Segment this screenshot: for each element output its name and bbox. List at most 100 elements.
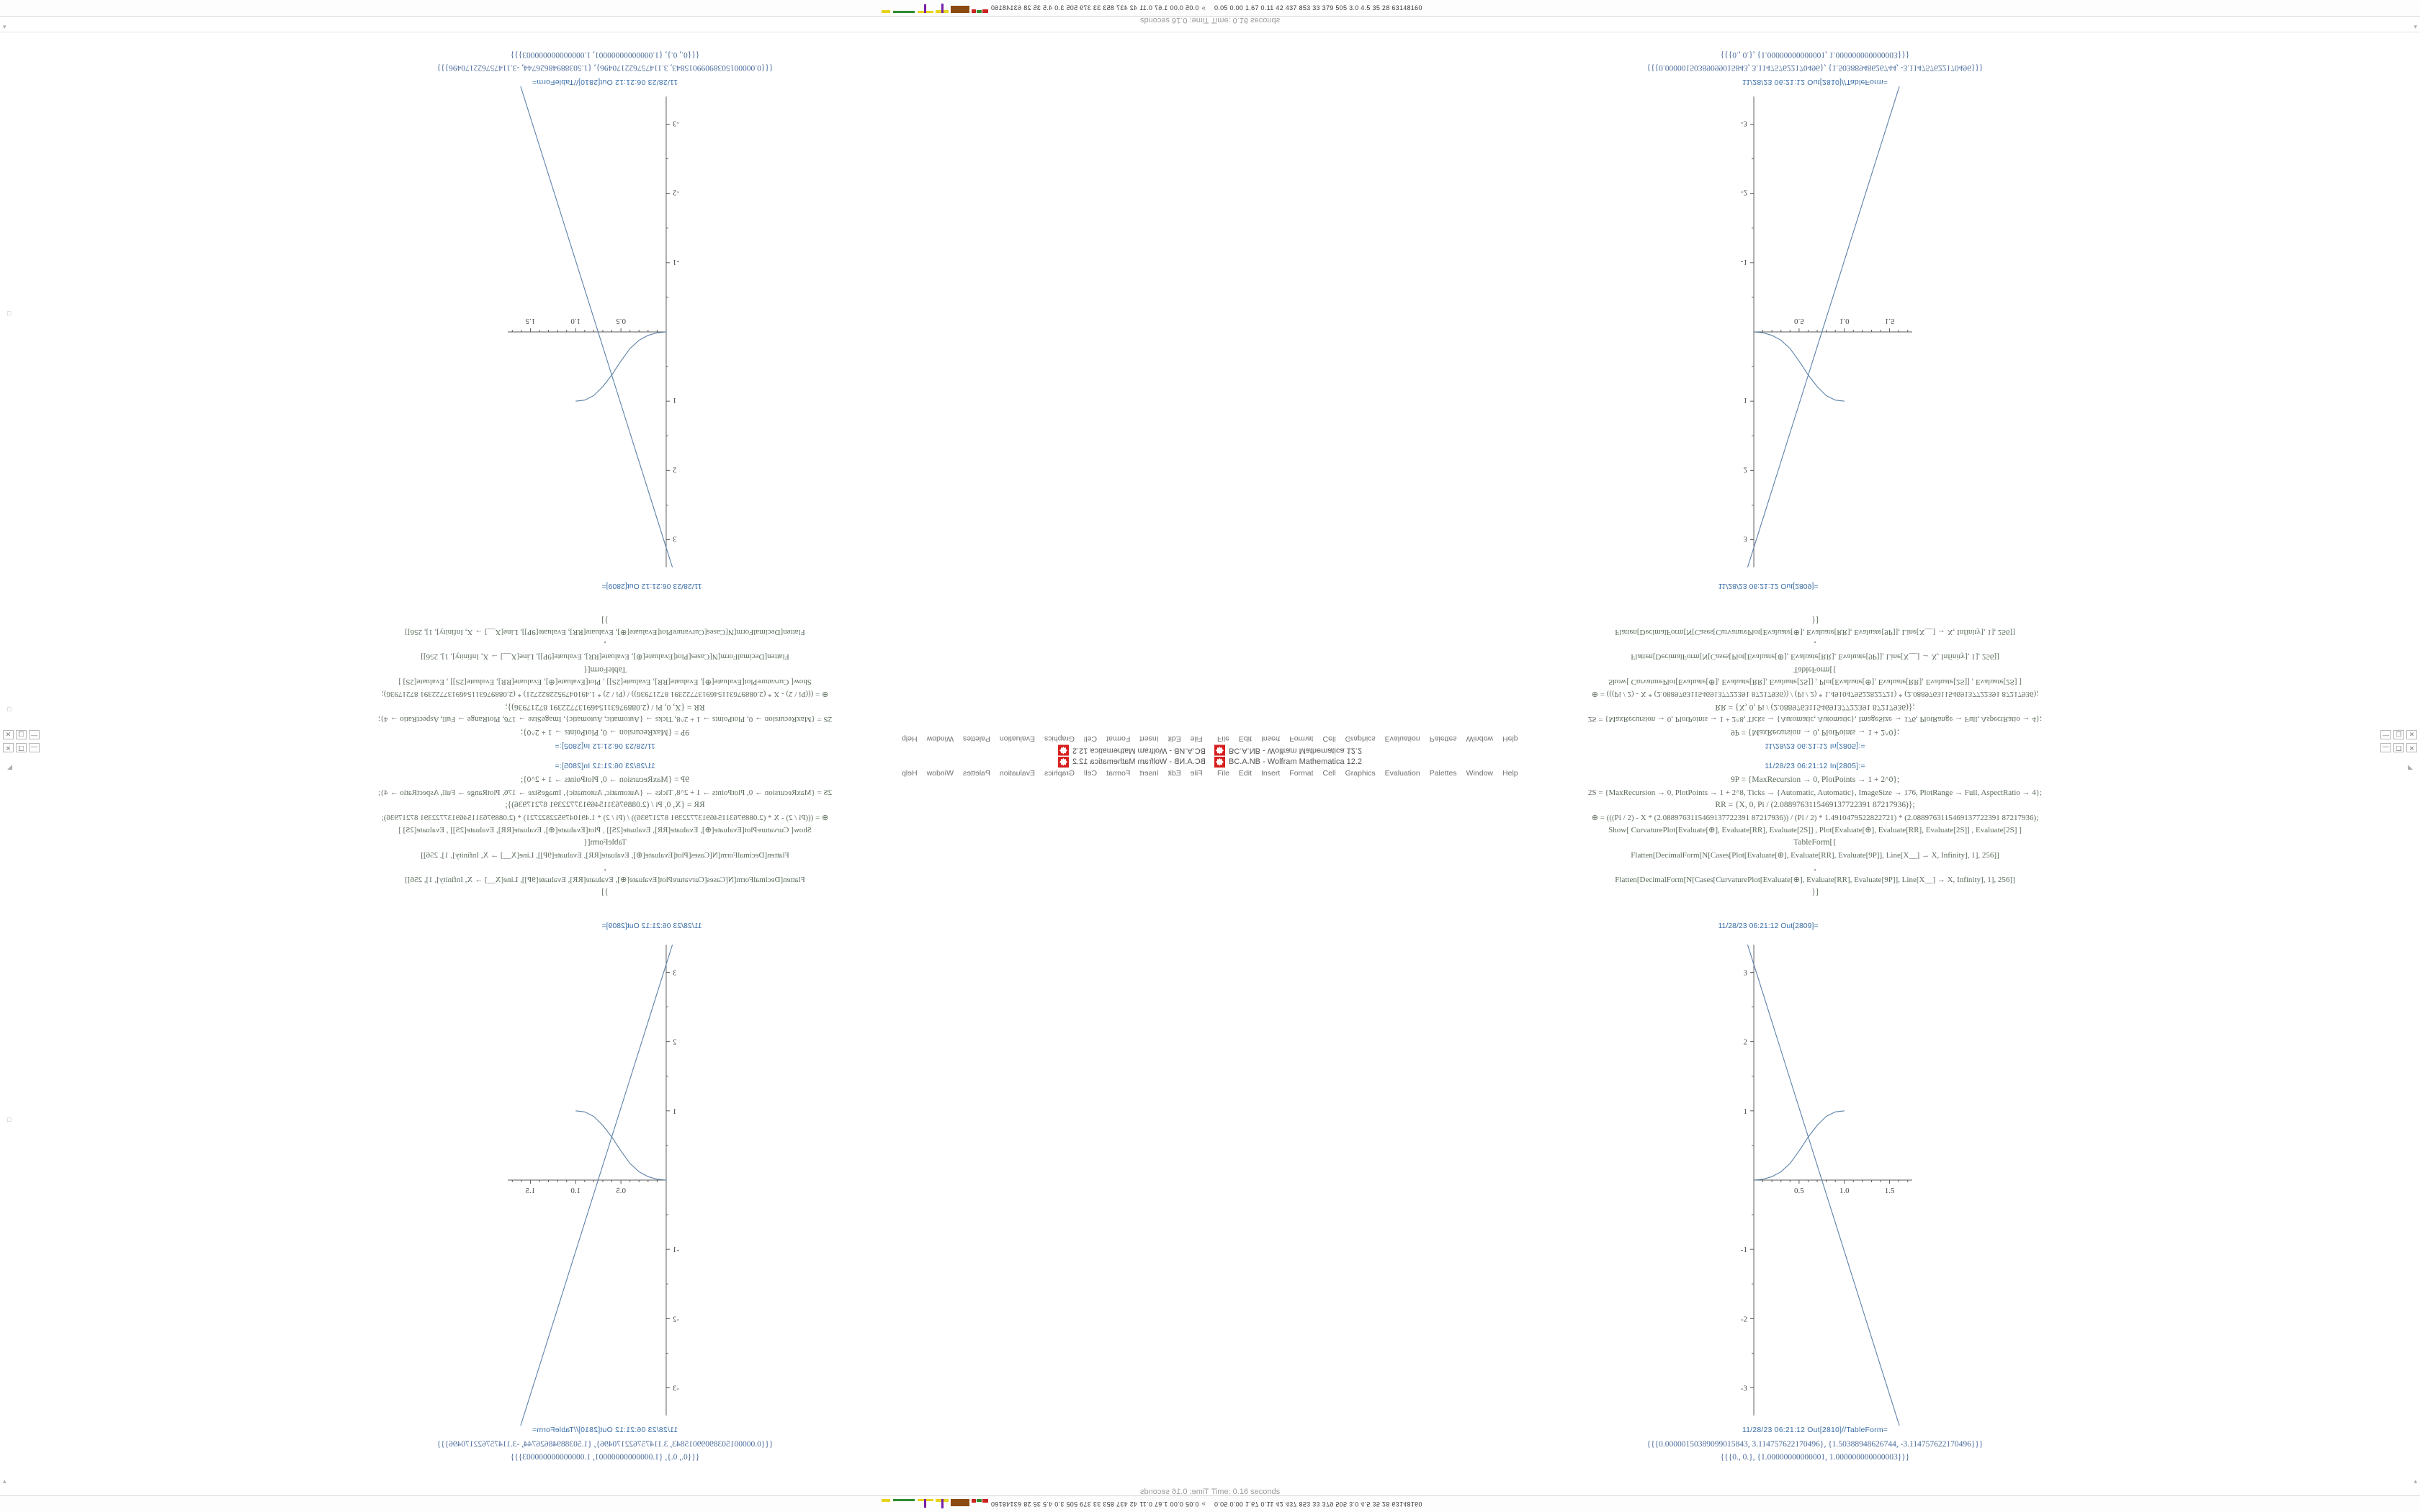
menu-item-edit[interactable]: Edit xyxy=(1168,734,1182,744)
code-line[interactable]: , xyxy=(604,640,606,649)
code-line[interactable]: , xyxy=(1814,863,1816,872)
notebook-quadrant-top-left[interactable]: 11/28/23 06:21:12 In[2805]:= 9P = {MaxRe… xyxy=(0,16,1210,756)
menu-item-graphics[interactable]: Graphics xyxy=(1044,768,1075,778)
code-line[interactable]: , xyxy=(604,863,606,872)
wolfram-spike-icon[interactable] xyxy=(1214,744,1225,756)
menu-item-evaluation[interactable]: Evaluation xyxy=(1000,768,1036,778)
code-line[interactable]: TableForm[{ xyxy=(583,665,627,675)
menubar-left[interactable]: File Edit Insert Format Cell Graphics Evaluati… xyxy=(895,768,1210,778)
code-line[interactable]: RR = {X, 0, Pi / (2.08897631154691377223… xyxy=(1715,800,1915,809)
menu-item-file[interactable]: File xyxy=(1217,734,1229,744)
menu-item-file[interactable]: File xyxy=(1191,734,1203,744)
notebook-quadrant-bottom-left[interactable]: 11/28/23 06:21:12 In[2805]:= 9P = {MaxRe… xyxy=(0,756,1210,1496)
code-line[interactable]: 2S = {MaxRecursion → 0, PlotPoints → 1 +… xyxy=(1587,788,2043,797)
menu-item-palettes[interactable]: Palettes xyxy=(1429,768,1457,778)
menu-item-graphics[interactable]: Graphics xyxy=(1345,734,1376,744)
menu-item-insert[interactable]: Insert xyxy=(1139,768,1159,778)
menu-item-format[interactable]: Format xyxy=(1289,768,1314,778)
code-line[interactable]: 2S = {MaxRecursion → 0, PlotPoints → 1 +… xyxy=(1587,715,2043,724)
code-line[interactable]: }] xyxy=(1811,615,1819,624)
code-line[interactable]: Flatten[DecimalForm[N[Cases[CurvaturePlo… xyxy=(1615,627,2015,636)
menu-item-graphics[interactable]: Graphics xyxy=(1345,768,1376,778)
code-line[interactable]: 9P = {MaxRecursion → 0, PlotPoints → 1 +… xyxy=(1730,775,1900,784)
menu-item-window[interactable]: Window xyxy=(926,734,954,744)
menu-item-window[interactable]: Window xyxy=(1466,734,1494,744)
curvature-plot[interactable]: -3 -2 -1 1 2 3 0.5 1.0 1.5 xyxy=(501,84,803,580)
chevron-icon[interactable]: » xyxy=(1201,4,1206,12)
curvature-plot[interactable]: -3 -2 -1 1 2 3 0.5 1.0 1.5 xyxy=(1617,932,1919,1428)
code-line[interactable]: }] xyxy=(601,888,609,897)
notebook-quadrant-bottom-right[interactable]: 11/28/23 06:21:12 In[2805]:= 9P = {MaxRe… xyxy=(1210,756,2420,1496)
wolfram-spike-icon[interactable] xyxy=(1057,744,1069,756)
code-line[interactable]: Flatten[DecimalForm[N[Cases[Plot[Evaluat… xyxy=(1631,652,1999,662)
menu-item-help[interactable]: Help xyxy=(902,734,918,744)
code-line[interactable]: TableForm[{ xyxy=(1793,665,1837,675)
menubar-left-mirror[interactable]: File Edit Insert Format Cell Graphics Evaluati… xyxy=(895,734,1210,744)
code-line[interactable]: Flatten[DecimalForm[N[Cases[Plot[Evaluat… xyxy=(421,652,789,662)
menubar-right[interactable]: File Edit Insert Format Cell Graphics Evaluati… xyxy=(1210,768,1525,778)
menu-item-insert[interactable]: Insert xyxy=(1261,734,1281,744)
menu-item-cell[interactable]: Cell xyxy=(1322,768,1336,778)
center-menu-block[interactable]: File Edit Insert Format Cell Graphics Evaluati… xyxy=(0,726,2420,786)
code-line[interactable]: TableForm[{ xyxy=(583,837,627,847)
code-line[interactable]: , xyxy=(1814,640,1816,649)
wolfram-spike-icon[interactable] xyxy=(1214,756,1225,768)
code-line[interactable]: Show[ CurvaturePlot[Evaluate[⊕], Evaluat… xyxy=(1608,825,2022,834)
menu-item-window[interactable]: Window xyxy=(1466,768,1494,778)
menu-item-insert[interactable]: Insert xyxy=(1261,768,1281,778)
code-line[interactable]: Flatten[DecimalForm[N[Cases[CurvaturePlo… xyxy=(405,876,805,885)
menu-item-help[interactable]: Help xyxy=(1502,734,1518,744)
menu-item-format[interactable]: Format xyxy=(1289,734,1314,744)
menu-item-file[interactable]: File xyxy=(1217,768,1229,778)
menu-item-palettes[interactable]: Palettes xyxy=(1429,734,1457,744)
menu-item-help[interactable]: Help xyxy=(902,768,918,778)
menu-item-insert[interactable]: Insert xyxy=(1139,734,1159,744)
wolfram-spike-icon[interactable] xyxy=(1057,756,1069,768)
notebook-quadrant-top-right[interactable]: 11/28/23 06:21:12 In[2805]:= 9P = {MaxRe… xyxy=(1210,16,2420,756)
graphics-cell[interactable]: 11/28/23 06:21:12 Out[2809]= -3 -2 -1 1 2 3 0.… xyxy=(1617,84,1919,590)
menu-item-help[interactable]: Help xyxy=(1502,768,1518,778)
code-line[interactable]: Show[ CurvaturePlot[Evaluate[⊕], Evaluat… xyxy=(1608,678,2022,687)
menu-item-cell[interactable]: Cell xyxy=(1322,734,1336,744)
menu-item-evaluation[interactable]: Evaluation xyxy=(1384,768,1420,778)
menu-item-palettes[interactable]: Palettes xyxy=(963,768,991,778)
menu-item-cell[interactable]: Cell xyxy=(1084,734,1098,744)
code-line[interactable]: Show[ CurvaturePlot[Evaluate[⊕], Evaluat… xyxy=(398,825,812,834)
graphics-cell[interactable]: 11/28/23 06:21:12 Out[2809]= -3 -2 -1 1 2 3 0.… xyxy=(501,84,803,590)
menu-item-evaluation[interactable]: Evaluation xyxy=(1000,734,1036,744)
code-line[interactable]: Flatten[DecimalForm[N[Cases[Plot[Evaluat… xyxy=(1631,850,1999,860)
code-line[interactable]: Flatten[DecimalForm[N[Cases[CurvaturePlo… xyxy=(405,627,805,636)
code-line[interactable]: RR = {X, 0, Pi / (2.08897631154691377223… xyxy=(505,703,705,712)
menu-item-cell[interactable]: Cell xyxy=(1084,768,1098,778)
code-line[interactable]: ⊕ = (((Pi / 2) - X * (2.0889763115469137… xyxy=(381,813,829,822)
menu-item-palettes[interactable]: Palettes xyxy=(963,734,991,744)
code-line[interactable]: ⊕ = (((Pi / 2) - X * (2.0889763115469137… xyxy=(381,690,829,699)
graphics-cell[interactable]: 11/28/23 06:21:12 Out[2809]= -3 -2 -1 1 2 3 0.… xyxy=(501,922,803,1428)
graphics-cell[interactable]: 11/28/23 06:21:12 Out[2809]= -3 -2 -1 1 2 3 0.… xyxy=(1617,922,1919,1428)
code-line[interactable]: 2S = {MaxRecursion → 0, PlotPoints → 1 +… xyxy=(377,788,833,797)
code-line[interactable]: 2S = {MaxRecursion → 0, PlotPoints → 1 +… xyxy=(377,715,833,724)
menubar-row-mirrored[interactable]: File Edit Insert Format Cell Graphics Evaluati… xyxy=(0,734,2420,744)
curvature-plot[interactable]: -3 -2 -1 1 2 3 0.5 1.0 1.5 xyxy=(1617,84,1919,580)
code-line[interactable]: ⊕ = (((Pi / 2) - X * (2.0889763115469137… xyxy=(1591,690,2039,699)
menu-item-window[interactable]: Window xyxy=(926,768,954,778)
code-line[interactable]: }] xyxy=(1811,888,1819,897)
menubar-right-mirror[interactable]: File Edit Insert Format Cell Graphics Evaluati… xyxy=(1210,734,1525,744)
chevron-icon[interactable]: » xyxy=(1201,1500,1206,1508)
curvature-plot[interactable]: -3 -2 -1 1 2 3 0.5 1.0 1.5 xyxy=(501,932,803,1428)
menu-item-file[interactable]: File xyxy=(1191,768,1203,778)
menu-item-format[interactable]: Format xyxy=(1106,734,1131,744)
code-line[interactable]: }] xyxy=(601,615,609,624)
menu-item-evaluation[interactable]: Evaluation xyxy=(1384,734,1420,744)
menubar-row[interactable]: File Edit Insert Format Cell Graphics Evaluati… xyxy=(0,768,2420,778)
code-line[interactable]: Flatten[DecimalForm[N[Cases[CurvaturePlo… xyxy=(1615,876,2015,885)
menu-item-edit[interactable]: Edit xyxy=(1238,734,1252,744)
menu-item-edit[interactable]: Edit xyxy=(1168,768,1182,778)
code-line[interactable]: TableForm[{ xyxy=(1793,837,1837,847)
code-line[interactable]: RR = {X, 0, Pi / (2.08897631154691377223… xyxy=(1715,703,1915,712)
menu-item-edit[interactable]: Edit xyxy=(1238,768,1252,778)
code-line[interactable]: Show[ CurvaturePlot[Evaluate[⊕], Evaluat… xyxy=(398,678,812,687)
code-line[interactable]: ⊕ = (((Pi / 2) - X * (2.0889763115469137… xyxy=(1591,813,2039,822)
menu-item-format[interactable]: Format xyxy=(1106,768,1131,778)
menu-item-graphics[interactable]: Graphics xyxy=(1044,734,1075,744)
